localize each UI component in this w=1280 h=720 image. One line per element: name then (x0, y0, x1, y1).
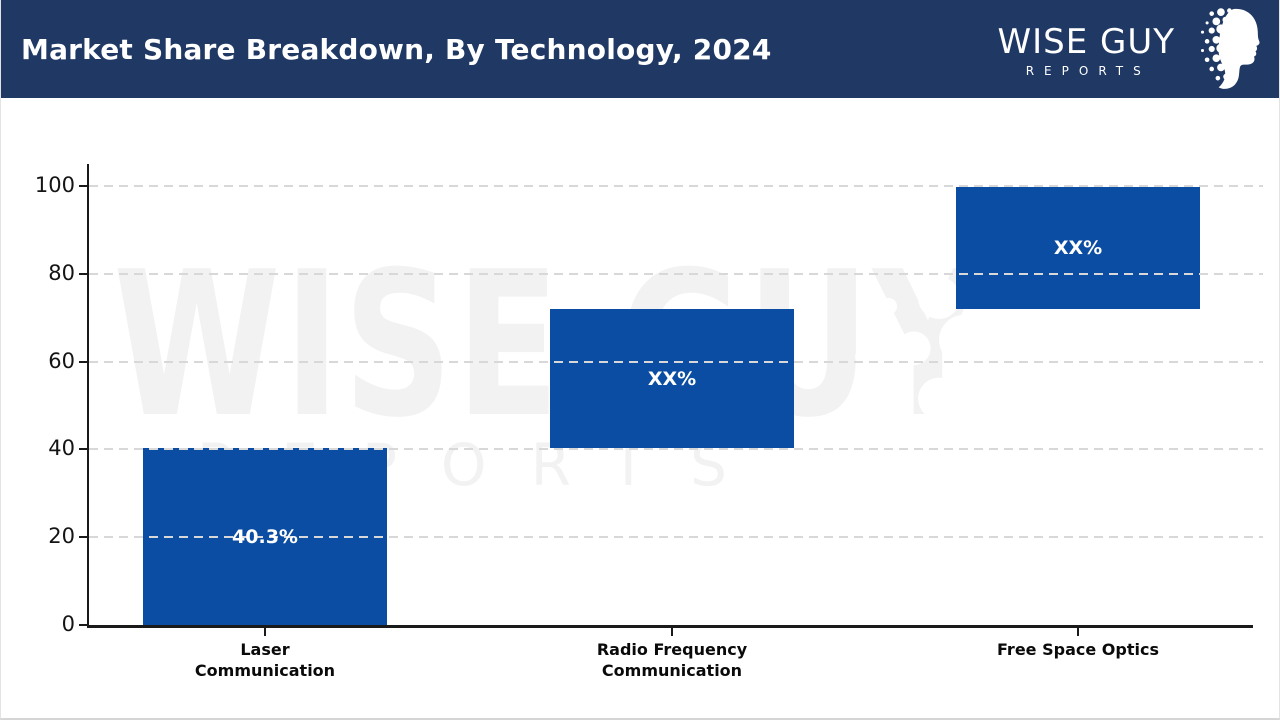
y-tick-mark (79, 272, 87, 275)
bar-value-label: XX% (1053, 237, 1103, 260)
grid-line (89, 272, 1263, 275)
x-tick-mark (671, 628, 673, 636)
y-axis (87, 164, 89, 628)
logo-wordmark: WISE GUY REPORTS (997, 25, 1175, 78)
x-tick-label: Free Space Optics (997, 640, 1159, 659)
chart-area: WISE GUY REPORTS 0 20 40 60 80 100 40.3% Laser … (1, 98, 1279, 718)
logo-head-icon (1200, 8, 1260, 89)
y-tick-mark (79, 448, 87, 451)
grid-line (89, 536, 1263, 539)
bar (956, 187, 1200, 309)
x-tick-mark (264, 628, 266, 636)
y-tick-mark (79, 185, 87, 187)
x-tick-label: Laser Communication (194, 640, 336, 681)
y-tick-label: 40 (48, 436, 75, 461)
watermark-text: WISE GUY (113, 229, 987, 462)
y-tick-label: 60 (48, 348, 75, 373)
logo-subtitle: REPORTS (1025, 63, 1151, 78)
y-tick-label: 0 (61, 612, 75, 636)
y-tick-label: 100 (34, 173, 75, 197)
y-tick-mark (79, 624, 87, 626)
header: Market Share Breakdown, By Technology, 2… (1, 0, 1279, 98)
bar-value-label: 40.3% (232, 525, 298, 548)
grid-line (89, 185, 1263, 187)
wiseguy-logo: WISE GUY REPORTS (997, 6, 1267, 92)
figure-title: Market Share Breakdown, By Technology, 2… (21, 32, 772, 66)
x-axis (87, 625, 1253, 628)
y-tick-mark (79, 360, 87, 363)
x-tick-label: Radio Frequency Communication (596, 640, 748, 681)
grid-line (89, 360, 1263, 363)
bar (550, 308, 794, 449)
bar-value-label: XX% (647, 367, 697, 390)
y-tick-label: 80 (48, 260, 75, 285)
y-tick-label: 20 (48, 524, 75, 549)
x-tick-mark (1077, 628, 1079, 636)
grid-line (89, 448, 1263, 451)
logo-name: WISE GUY (997, 21, 1175, 62)
y-tick-mark (79, 536, 87, 539)
